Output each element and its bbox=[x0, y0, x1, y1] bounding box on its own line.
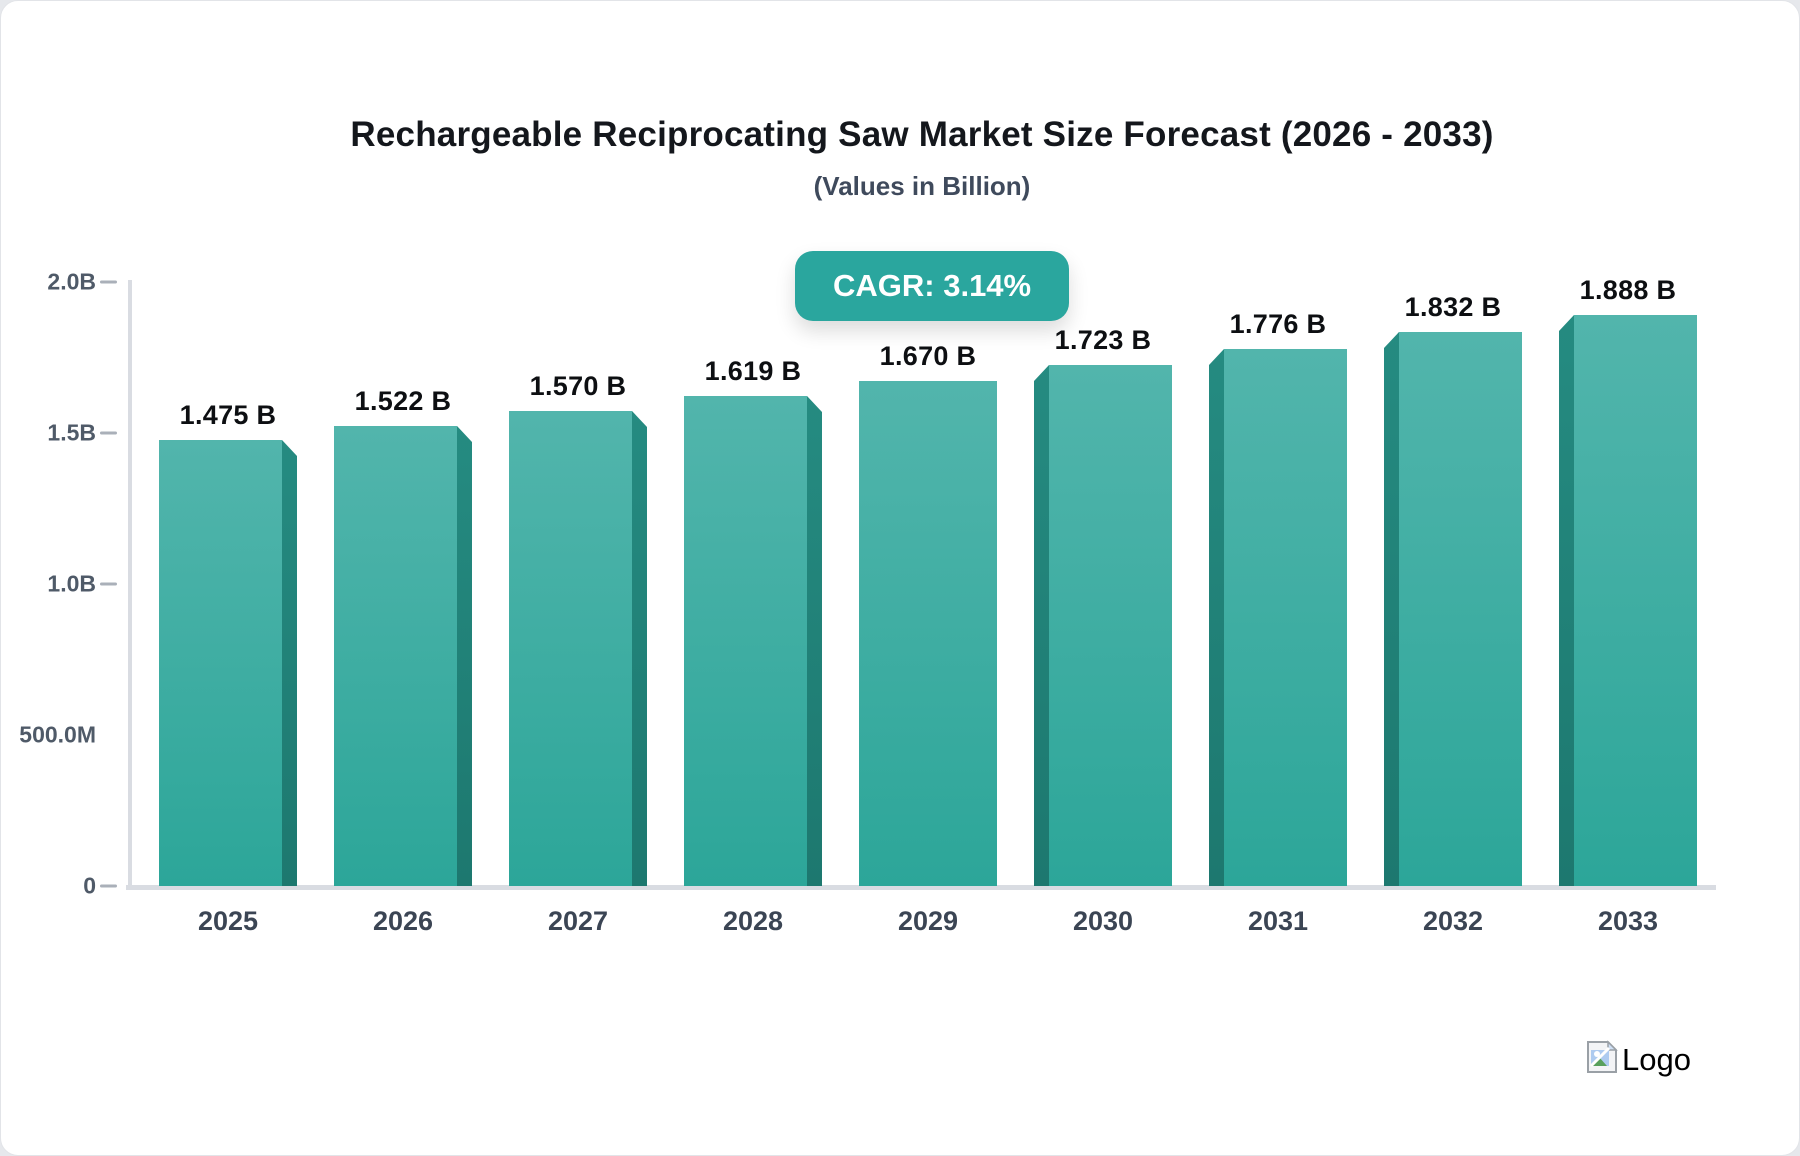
x-axis-label-2031: 2031 bbox=[1247, 906, 1309, 936]
bar-face bbox=[684, 396, 807, 886]
bar-side-facet bbox=[457, 426, 472, 886]
x-axis-label-2032: 2032 bbox=[1422, 906, 1484, 936]
chart-subtitle: (Values in Billion) bbox=[813, 171, 1031, 201]
bar-face bbox=[1224, 349, 1347, 886]
x-axis-label-2030: 2030 bbox=[1072, 906, 1134, 936]
bar-2027[interactable] bbox=[509, 411, 647, 886]
bar-face bbox=[859, 381, 997, 886]
y-axis-tick bbox=[100, 280, 117, 284]
bar-2032[interactable] bbox=[1384, 332, 1522, 886]
y-axis-tick bbox=[100, 582, 117, 586]
x-axis-label-2033: 2033 bbox=[1597, 906, 1659, 936]
bar-side-facet bbox=[1384, 332, 1399, 886]
y-axis-tick bbox=[100, 431, 117, 435]
broken-image-icon bbox=[1587, 1040, 1618, 1073]
bar-value-label: 1.570 B bbox=[529, 371, 627, 401]
x-axis-label-2027: 2027 bbox=[547, 906, 609, 936]
x-axis-line bbox=[126, 885, 1716, 890]
bar-face bbox=[159, 440, 282, 886]
y-axis-tick bbox=[100, 884, 117, 888]
bar-value-label: 1.522 B bbox=[354, 386, 452, 416]
cagr-badge: CAGR: 3.14% bbox=[795, 251, 1070, 321]
x-axis-label-2025: 2025 bbox=[197, 906, 259, 936]
bar-value-label: 1.670 B bbox=[879, 341, 977, 371]
bar-value-label: 1.475 B bbox=[179, 400, 277, 430]
x-axis-label-2028: 2028 bbox=[722, 906, 784, 936]
bar-side-facet bbox=[1559, 315, 1574, 886]
bar-side-facet bbox=[1209, 349, 1224, 886]
bar-side-facet bbox=[807, 396, 822, 886]
logo: Logo bbox=[1584, 1039, 1691, 1075]
y-axis-label: 1.0B bbox=[47, 570, 96, 597]
bar-2030[interactable] bbox=[1034, 365, 1172, 886]
y-axis-label: 500.0M bbox=[19, 721, 96, 748]
bar-value-label: 1.888 B bbox=[1579, 275, 1677, 305]
bar-2029[interactable] bbox=[859, 381, 997, 886]
bar-face bbox=[1574, 315, 1697, 886]
bar-2028[interactable] bbox=[684, 396, 822, 886]
bar-value-label: 1.619 B bbox=[704, 356, 802, 386]
bar-value-label: 1.776 B bbox=[1229, 309, 1327, 339]
chart-title: Rechargeable Reciprocating Saw Market Si… bbox=[350, 115, 1494, 154]
bar-face bbox=[1399, 332, 1522, 886]
x-axis-label-2029: 2029 bbox=[897, 906, 959, 936]
bar-2025[interactable] bbox=[159, 440, 297, 886]
y-axis-label: 2.0B bbox=[47, 268, 96, 295]
x-axis-label-2026: 2026 bbox=[372, 906, 434, 936]
bar-side-facet bbox=[1034, 365, 1049, 886]
y-axis-line bbox=[128, 280, 132, 889]
bar-face bbox=[1049, 365, 1172, 886]
bar-side-facet bbox=[282, 440, 297, 886]
bar-2031[interactable] bbox=[1209, 349, 1347, 886]
y-axis-label: 1.5B bbox=[47, 419, 96, 446]
bar-value-label: 1.832 B bbox=[1404, 292, 1502, 322]
bar-2026[interactable] bbox=[334, 426, 472, 886]
bar-2033[interactable] bbox=[1559, 315, 1697, 886]
y-axis-label: 0 bbox=[83, 872, 96, 899]
logo-alt-text: Logo bbox=[1622, 1042, 1691, 1077]
bar-face bbox=[334, 426, 457, 886]
bar-side-facet bbox=[632, 411, 647, 886]
bar-face bbox=[509, 411, 632, 886]
bar-value-label: 1.723 B bbox=[1054, 325, 1152, 355]
